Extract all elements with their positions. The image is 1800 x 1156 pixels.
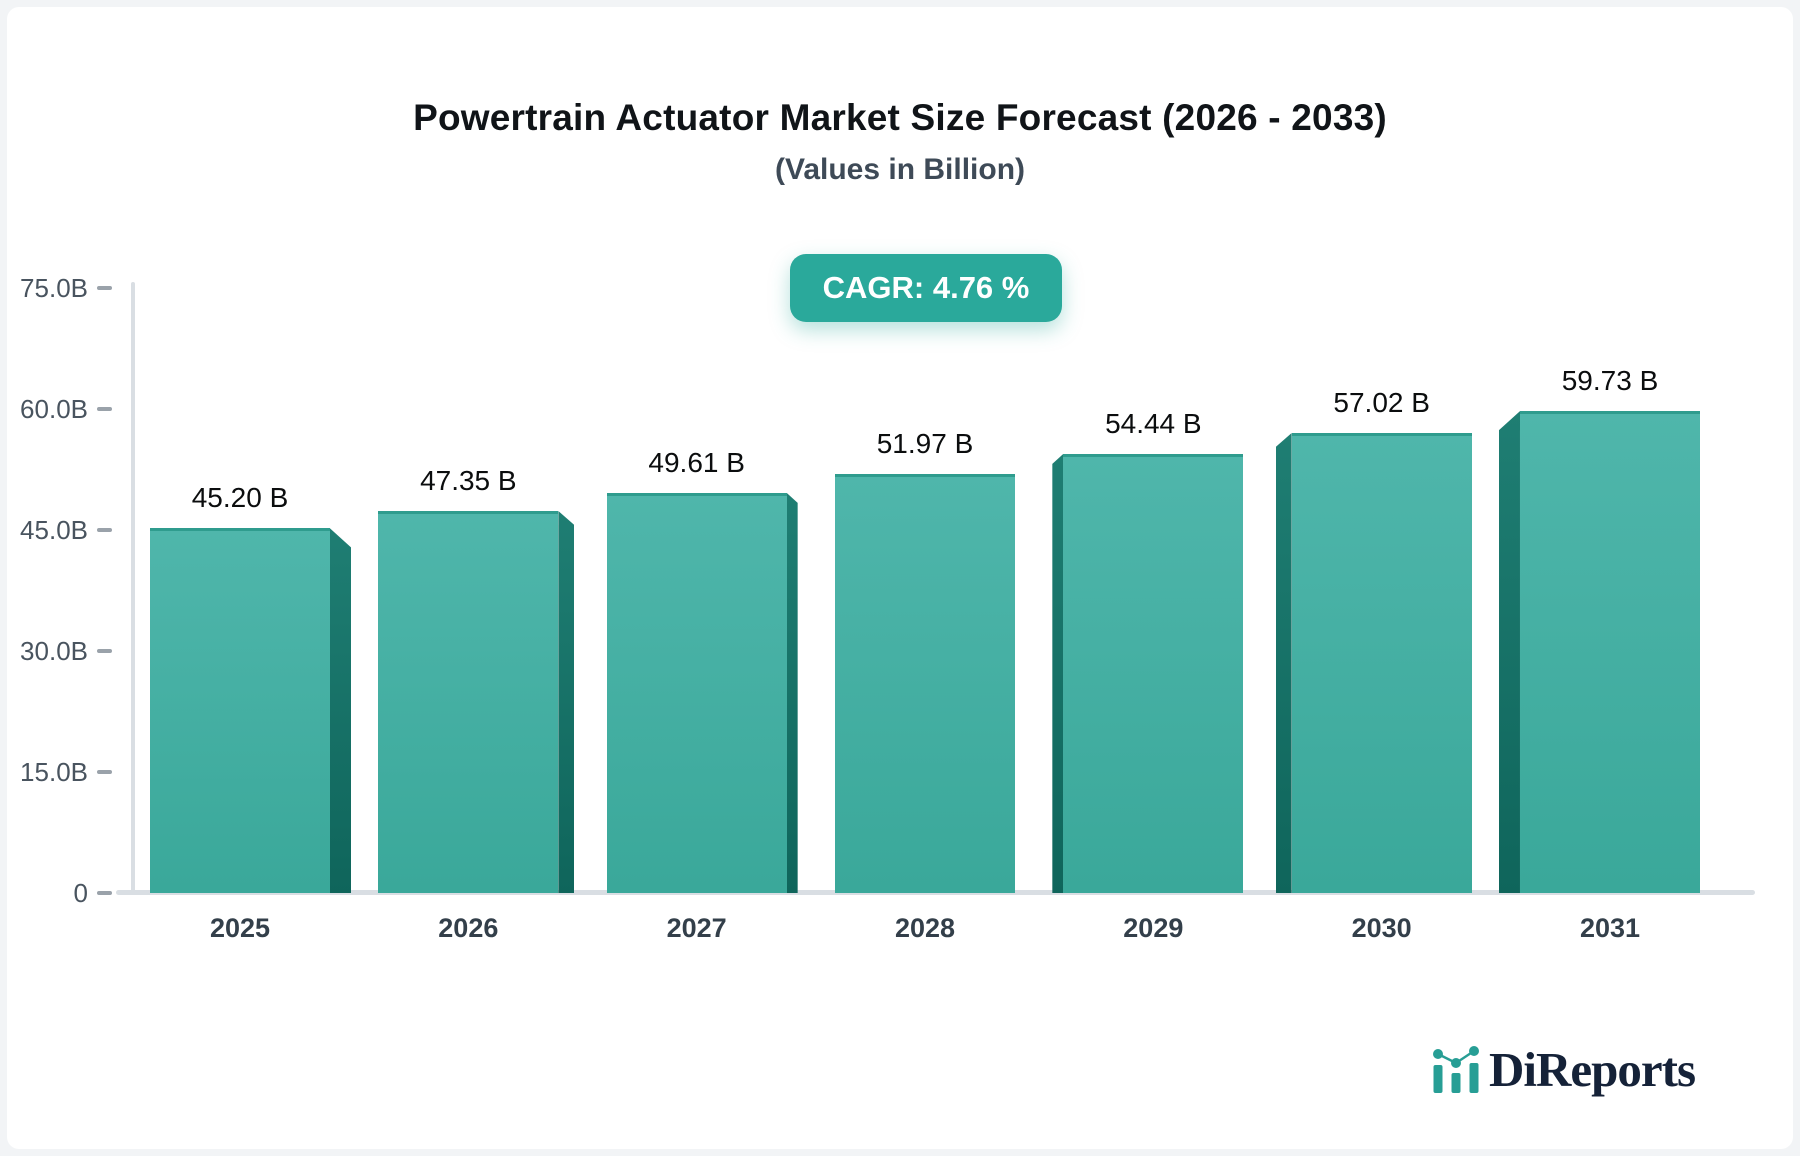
- chart-title: Powertrain Actuator Market Size Forecast…: [413, 97, 1387, 138]
- bar-2027: [606, 492, 787, 893]
- y-axis-line: [131, 282, 135, 894]
- x-axis-label-2031: 2031: [1579, 913, 1641, 943]
- bar-2030: [1291, 433, 1472, 893]
- y-axis-tick-mark: [97, 286, 112, 290]
- bar-side-2027: [786, 492, 798, 893]
- x-axis-label-2029: 2029: [1123, 913, 1184, 943]
- bar-side-2030: [1275, 433, 1292, 893]
- y-axis-tick-mark: [97, 407, 112, 411]
- bar-value-label: 47.35 B: [420, 465, 517, 497]
- bar-2031: [1519, 411, 1700, 893]
- x-axis-label-2030: 2030: [1351, 913, 1412, 943]
- bar-value-label: 59.73 B: [1561, 365, 1659, 397]
- bar-2025: [150, 528, 330, 893]
- bar-2028: [834, 473, 1015, 893]
- bar-value-label: 51.97 B: [876, 427, 974, 459]
- brand-logo: DiReports: [1432, 1038, 1696, 1097]
- y-axis-tick-mark: [97, 891, 112, 895]
- chart-subtitle: (Values in Billion): [774, 153, 1026, 186]
- x-axis-label-2025: 2025: [209, 913, 271, 943]
- y-axis-tick-label: 45.0B: [20, 515, 88, 545]
- cagr-badge: CAGR: 4.76 %: [790, 254, 1062, 322]
- y-axis-tick-mark: [97, 649, 112, 653]
- bar-side-2029: [1052, 453, 1064, 893]
- bar-side-2031: [1498, 411, 1520, 893]
- brand-logo-text: DiReports: [1489, 1042, 1696, 1097]
- y-axis-tick-mark: [97, 770, 112, 774]
- x-axis-label-2027: 2027: [666, 913, 727, 943]
- x-axis-label-2026: 2026: [438, 913, 499, 943]
- bar-side-2026: [558, 511, 575, 893]
- bar-value-label: 49.61 B: [648, 446, 745, 478]
- y-axis-tick-mark: [97, 528, 112, 532]
- bar-side-2025: [330, 528, 351, 893]
- bar-value-label: 45.20 B: [191, 482, 289, 514]
- y-axis-tick-label: 75.0B: [20, 273, 88, 303]
- y-axis-tick-label: 15.0B: [20, 757, 88, 787]
- bar-value-label: 57.02 B: [1333, 387, 1430, 419]
- x-axis-label-2028: 2028: [894, 913, 956, 943]
- y-axis-tick-label: 0: [73, 878, 88, 908]
- y-axis-tick-label: 60.0B: [20, 394, 88, 424]
- bar-2029: [1063, 453, 1244, 893]
- bar-2026: [378, 511, 559, 893]
- brand-logo-icon: [1433, 1046, 1479, 1093]
- y-axis-tick-label: 30.0B: [20, 636, 88, 666]
- bar-value-label: 54.44 B: [1105, 407, 1202, 439]
